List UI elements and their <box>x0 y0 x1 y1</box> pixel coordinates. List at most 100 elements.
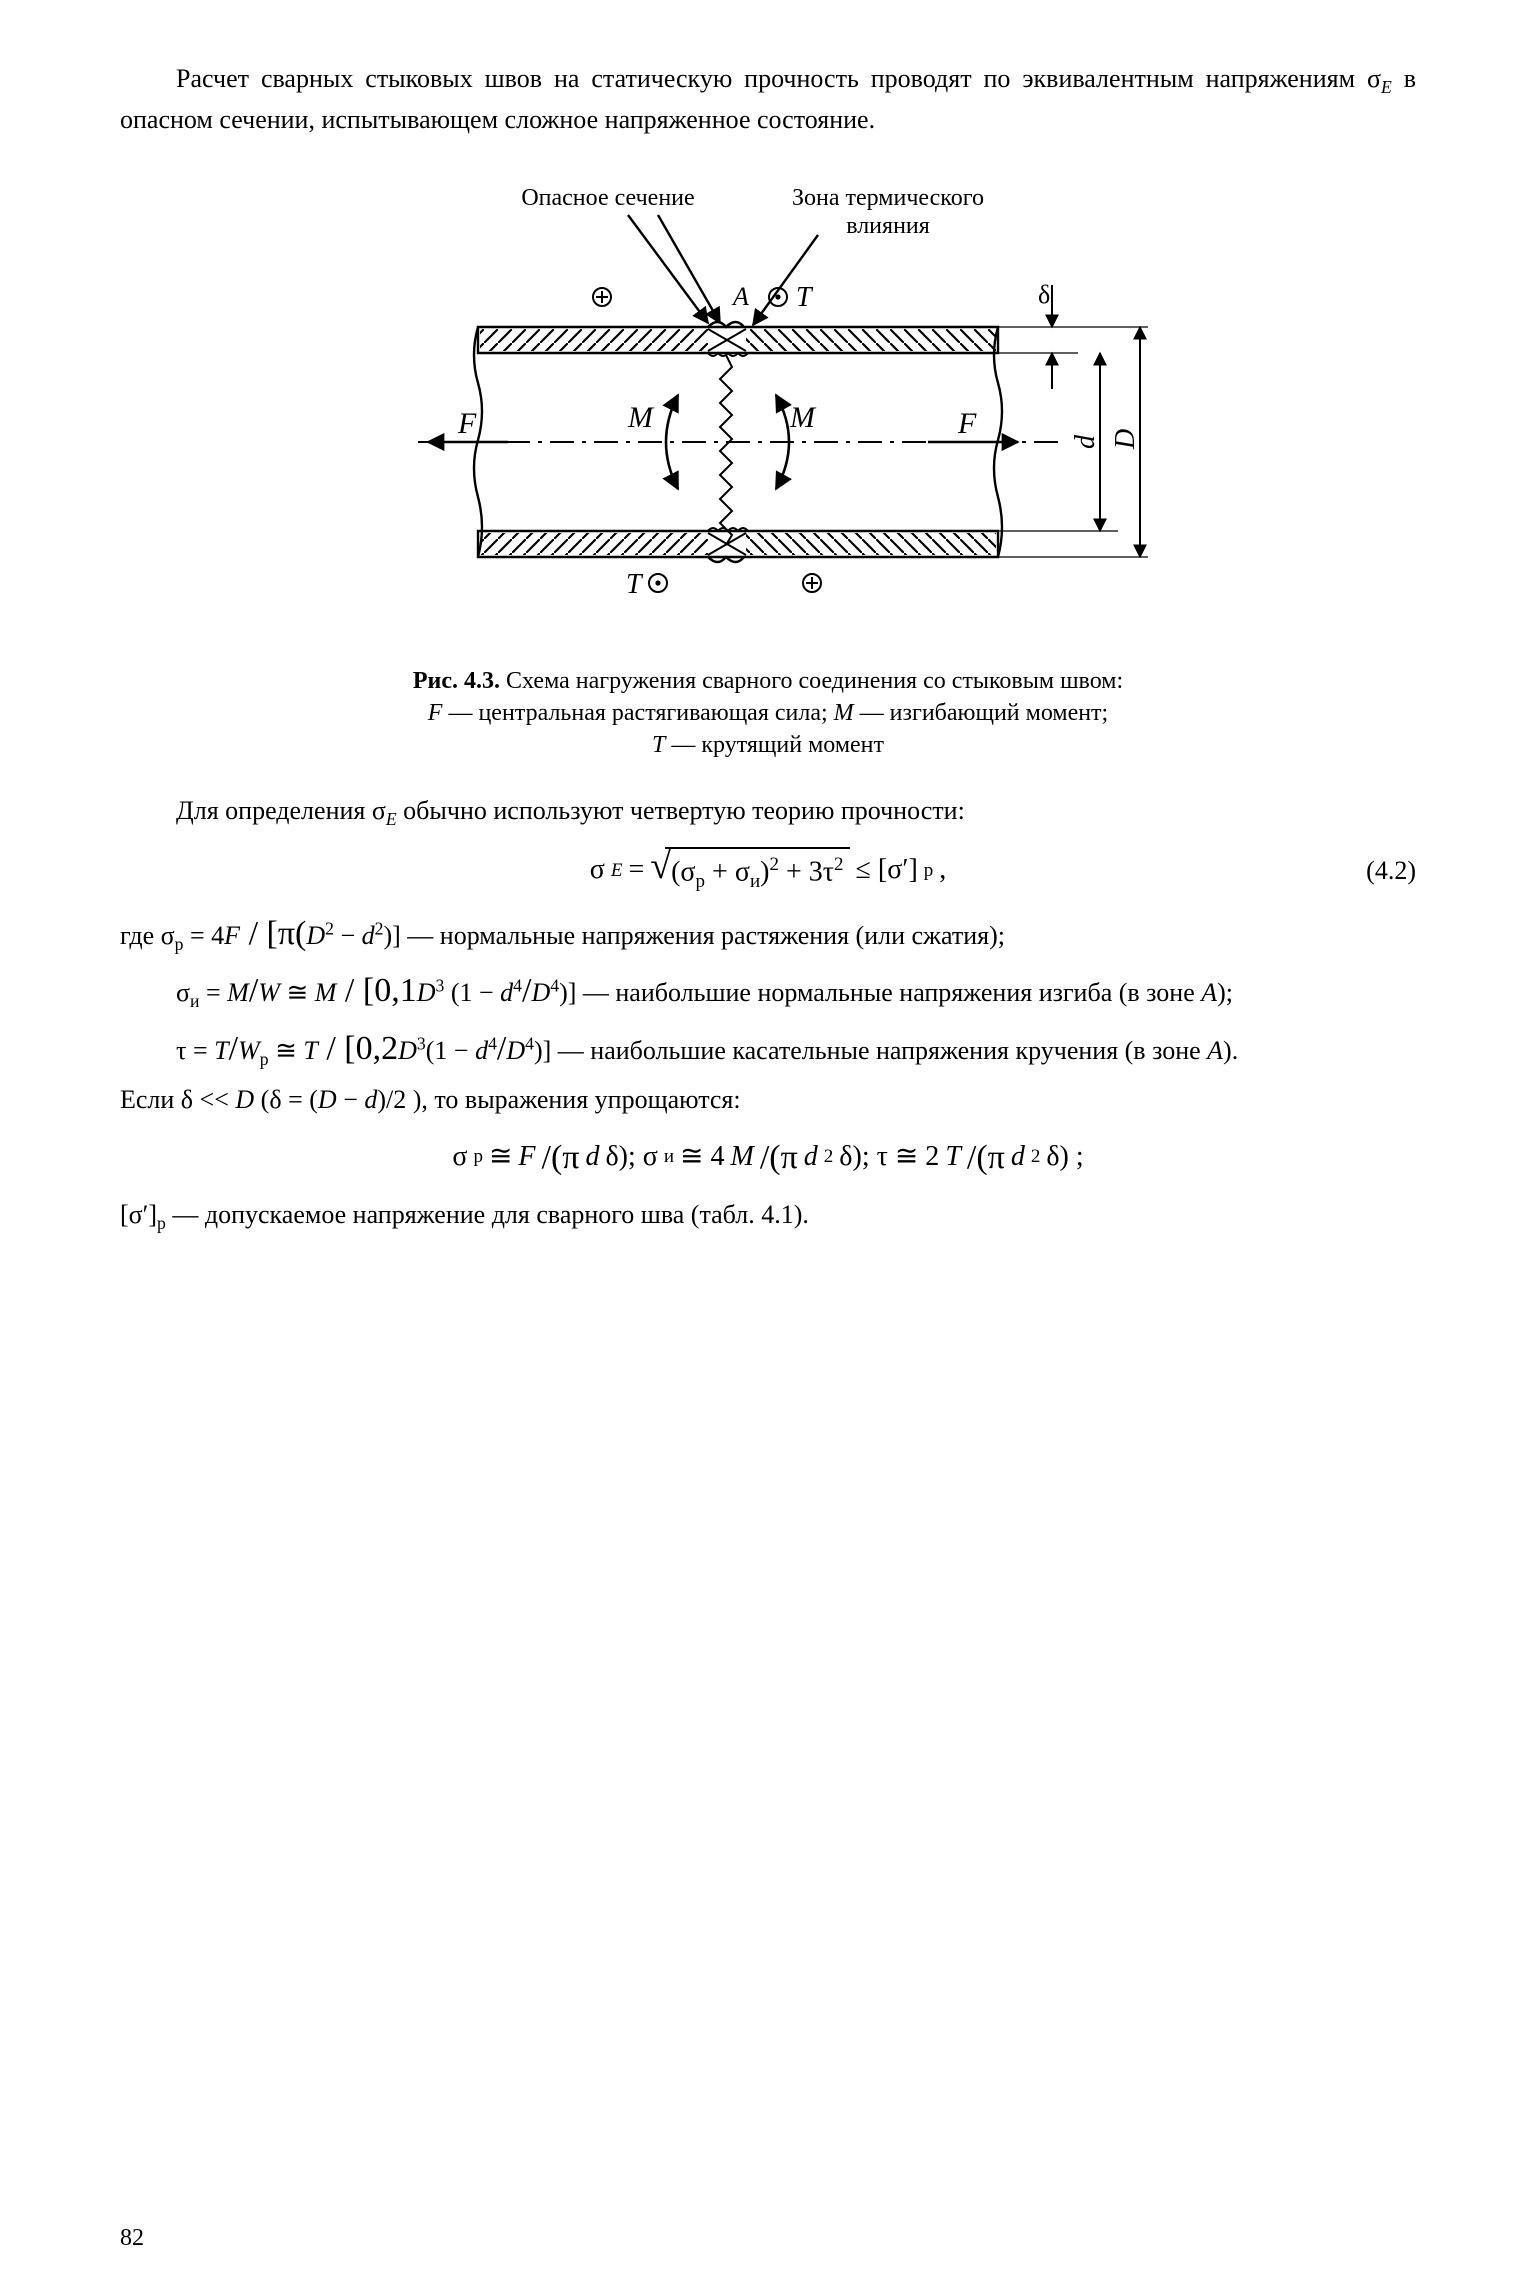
intro-sub: E <box>1381 77 1392 97</box>
moment-M-left: M <box>627 401 655 434</box>
figcap-l2b: — изгибающий момент; <box>854 700 1109 726</box>
intro-a: Расчет сварных стыковых швов на статичес… <box>176 64 1381 93</box>
s2d: d <box>804 1137 818 1178</box>
label-haz2: влияния <box>846 213 930 239</box>
sq-tpow: 2 <box>834 854 844 875</box>
si-g: )] — наибольшие нормальные напряжения из… <box>559 978 1201 1007</box>
si-h: A <box>1201 978 1217 1007</box>
si-p4b: 4 <box>550 976 559 996</box>
sigma-i-def: σи = M/W ≅ M / [0,1D3 (1 − d4/D4)] — наи… <box>120 966 1416 1015</box>
dim-delta: δ <box>1038 280 1050 309</box>
sp-a: где σ <box>120 921 175 950</box>
sim-a: Если δ << <box>120 1085 235 1114</box>
tau-i: ). <box>1223 1036 1238 1065</box>
eq-eq: = <box>628 850 644 891</box>
si-e: (1 − <box>444 978 500 1007</box>
si-p4a: 4 <box>513 976 522 996</box>
al-b: — допускаемое напряжение для сварного шв… <box>166 1200 809 1229</box>
s3T: T <box>945 1137 961 1178</box>
tau-Wsub: р <box>260 1049 269 1069</box>
s3a: /(π <box>967 1133 1005 1182</box>
tau-f: / <box>497 1030 506 1067</box>
sp-mid: − <box>334 921 362 950</box>
simplified-formulas: σр ≅ F/(πdδ); σи ≅ 4M/(πd2δ); τ ≅ 2T/(πd… <box>120 1133 1416 1182</box>
al-sub: р <box>157 1213 166 1233</box>
si-d: / [0,1 <box>336 972 416 1009</box>
figcap-M: M <box>834 700 854 726</box>
tau-e: (1 − <box>426 1036 475 1065</box>
s3b: δ) ; <box>1046 1137 1083 1178</box>
tau-p3: 3 <box>417 1033 426 1053</box>
sp-d: d <box>362 921 375 950</box>
tau-a: τ = <box>176 1036 214 1065</box>
si-c: ≅ <box>280 978 315 1007</box>
si-i: ); <box>1217 978 1233 1007</box>
sp-c: / [π( <box>240 915 306 952</box>
si-W: W <box>258 978 280 1007</box>
figcap-l2a: — центральная растягивающая сила; <box>442 700 833 726</box>
force-F-right: F <box>957 407 977 440</box>
s1d: d <box>585 1137 599 1178</box>
s2p: 2 <box>824 1143 834 1171</box>
point-A: A <box>731 282 749 311</box>
s2c: δ); τ ≅ 2 <box>839 1137 939 1178</box>
sp-end: )] — нормальные напряжения растяжения (и… <box>383 921 1005 950</box>
figcap-l3: — крутящий момент <box>665 732 884 758</box>
p2b: обычно используют четвертую теорию прочн… <box>397 796 965 825</box>
si-D: D <box>417 978 436 1007</box>
torsion-T-bottom: T <box>626 569 644 600</box>
dim-D: D <box>1110 428 1141 449</box>
sigma-p-def: где σр = 4F / [π(D2 − d2)] — нормальные … <box>120 909 1416 958</box>
al-a: [σ′] <box>120 1200 157 1229</box>
moment-M-right: M <box>789 401 817 434</box>
sp-p2a: 2 <box>325 918 334 938</box>
p2a: Для определения σ <box>176 796 386 825</box>
sim-D2: D <box>318 1085 337 1114</box>
figure-caption: Рис. 4.3. Схема нагружения сварного соед… <box>208 665 1328 762</box>
sim-b: (δ = ( <box>254 1085 318 1114</box>
s1F: F <box>518 1137 535 1178</box>
tau-DD: D <box>506 1036 525 1065</box>
si-b: = <box>199 978 227 1007</box>
figcap-main: Схема нагружения сварного соединения со … <box>500 668 1123 694</box>
simplify-intro: Если δ << D (δ = (D − d)/2 ), то выражен… <box>120 1081 1416 1119</box>
figure-svg: Опасное сечение Зона термического влияни… <box>358 175 1178 645</box>
tau-D: D <box>398 1036 417 1065</box>
si-a: σ <box>176 978 190 1007</box>
tau-c: ≅ <box>269 1036 304 1065</box>
sim-end: )/2 ), то выражения упрощаются: <box>377 1085 740 1114</box>
tau-g: )] — наибольшие касательные напряжения к… <box>534 1036 1207 1065</box>
sp-D: D <box>306 921 325 950</box>
sim-c: − <box>337 1085 365 1114</box>
si-DD: D <box>531 978 550 1007</box>
tau-T2: T <box>303 1036 317 1065</box>
dim-d: d <box>1070 434 1101 449</box>
figcap-prefix: Рис. 4.3. <box>413 668 500 694</box>
tau-dd: d <box>475 1036 488 1065</box>
p2sub: E <box>386 809 397 829</box>
sp-asub: р <box>175 934 184 954</box>
s2a: ≅ 4 <box>680 1137 724 1178</box>
figure-4-3: Опасное сечение Зона термического влияни… <box>120 175 1416 645</box>
s1b: ≅ <box>489 1137 512 1178</box>
tau-b: / <box>229 1030 238 1067</box>
equation-4-2: σE = √ (σр + σи)2 + 3τ2 ≤ [σ′]р , (4.2) <box>120 847 1416 896</box>
tau-W: W <box>238 1036 260 1065</box>
si-over: / <box>249 972 258 1009</box>
tau-p4a: 4 <box>488 1033 497 1053</box>
sp-b: = 4 <box>184 921 225 950</box>
page-number: 82 <box>120 2221 144 2256</box>
tau-d: / [0,2 <box>318 1030 398 1067</box>
s1a: σ <box>452 1137 467 1178</box>
tau-T: T <box>214 1036 228 1065</box>
para-before-eq: Для определения σE обычно используют чет… <box>120 792 1416 833</box>
tau-p4b: 4 <box>525 1033 534 1053</box>
si-M2: M <box>315 978 337 1007</box>
figcap-F: F <box>428 700 443 726</box>
sq-pow: 2 <box>769 854 779 875</box>
s2M: M <box>731 1137 754 1178</box>
eq-lhs: σ <box>590 850 605 891</box>
s2sub: и <box>664 1143 674 1171</box>
eq-rhs: ≤ [σ′] <box>856 850 918 891</box>
intro-paragraph: Расчет сварных стыковых швов на статичес… <box>120 60 1416 139</box>
